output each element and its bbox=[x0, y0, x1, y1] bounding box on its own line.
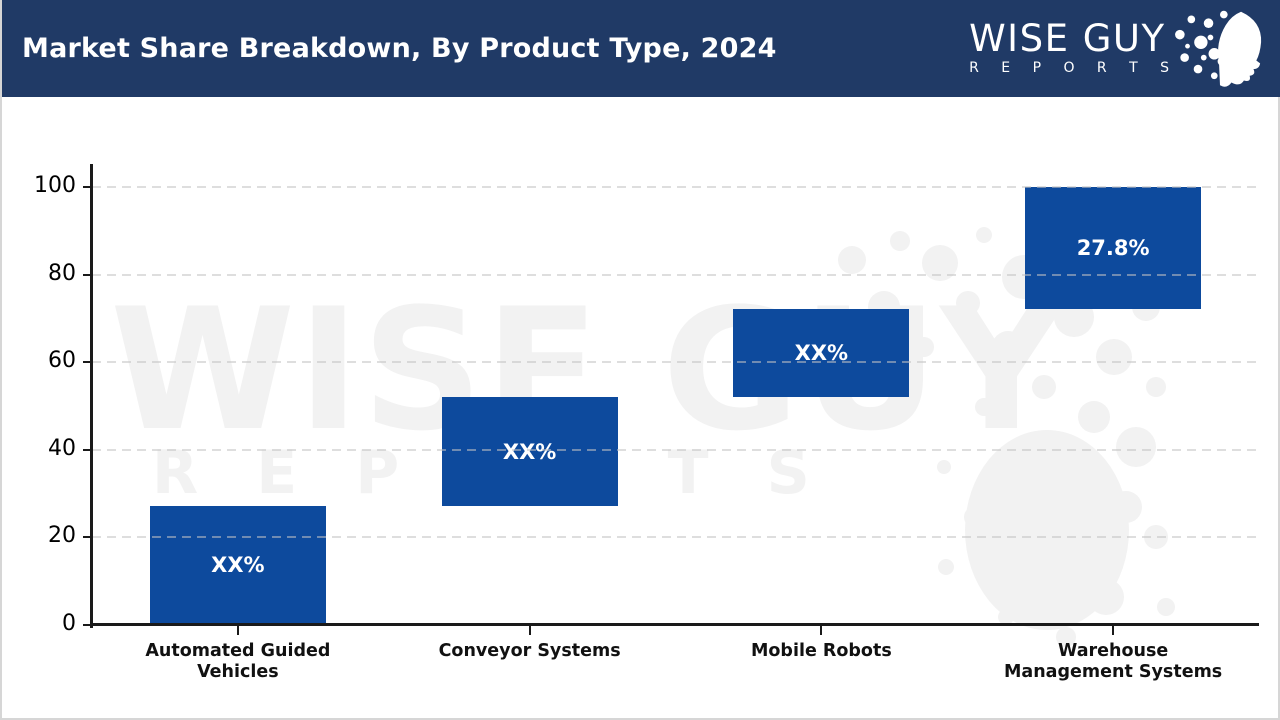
bar-conveyor-systems: XX% bbox=[441, 397, 618, 507]
y-axis-line bbox=[89, 164, 93, 628]
y-tick-60 bbox=[83, 361, 91, 363]
category-label-mobile-robots: Mobile Robots bbox=[750, 640, 892, 661]
y-tick-80 bbox=[83, 273, 91, 276]
wiseguy-logo: WISE GUY R E P O R T S bbox=[969, 6, 1280, 92]
bar-automated-guided-vehicles: XX% bbox=[149, 506, 326, 625]
y-tick-100 bbox=[83, 186, 91, 188]
gridline-80 bbox=[92, 273, 1259, 276]
category-label-automated-guided-vehicles: Automated Guided Vehicles bbox=[145, 640, 331, 682]
gridline-20 bbox=[92, 536, 1259, 538]
bar-value-label-conveyor-systems: XX% bbox=[502, 439, 557, 464]
y-tick-label-100: 100 bbox=[34, 173, 76, 198]
header: Market Share Breakdown, By Product Type,… bbox=[2, 0, 1280, 97]
bar-value-label-warehouse-management-systems: 27.8% bbox=[1076, 235, 1150, 260]
bar-value-label-automated-guided-vehicles: XX% bbox=[211, 553, 265, 578]
y-tick-label-60: 60 bbox=[48, 348, 76, 373]
x-tick-conveyor-systems bbox=[528, 626, 531, 635]
y-tick-label-80: 80 bbox=[48, 260, 76, 286]
y-tick-label-0: 0 bbox=[62, 610, 76, 636]
x-tick-automated-guided-vehicles bbox=[236, 626, 239, 635]
gridline-60 bbox=[92, 361, 1259, 363]
logo-wordmark: WISE GUY bbox=[969, 17, 1166, 60]
y-tick-40 bbox=[83, 448, 91, 451]
bar-mobile-robots: XX% bbox=[733, 308, 910, 397]
x-axis-line bbox=[89, 623, 1259, 626]
y-tick-label-40: 40 bbox=[48, 435, 76, 461]
x-tick-warehouse-management-systems bbox=[1112, 626, 1115, 635]
gridline-40 bbox=[92, 448, 1259, 451]
y-tick-label-20: 20 bbox=[48, 523, 76, 548]
chart-title: Market Share Breakdown, By Product Type,… bbox=[22, 33, 777, 64]
y-tick-20 bbox=[83, 536, 91, 538]
y-tick-0 bbox=[83, 623, 91, 626]
logo-text: WISE GUY R E P O R T S bbox=[969, 20, 1178, 77]
x-tick-mobile-robots bbox=[820, 626, 823, 635]
category-label-conveyor-systems: Conveyor Systems bbox=[438, 640, 621, 661]
logo-face-icon bbox=[1175, 10, 1262, 87]
logo-subtext: R E P O R T S bbox=[969, 60, 1178, 76]
bar-value-label-mobile-robots: XX% bbox=[794, 340, 849, 365]
bar-warehouse-management-systems: 27.8% bbox=[1025, 187, 1202, 309]
gridline-100 bbox=[92, 186, 1259, 188]
category-label-warehouse-management-systems: Warehouse Management Systems bbox=[1004, 640, 1223, 682]
